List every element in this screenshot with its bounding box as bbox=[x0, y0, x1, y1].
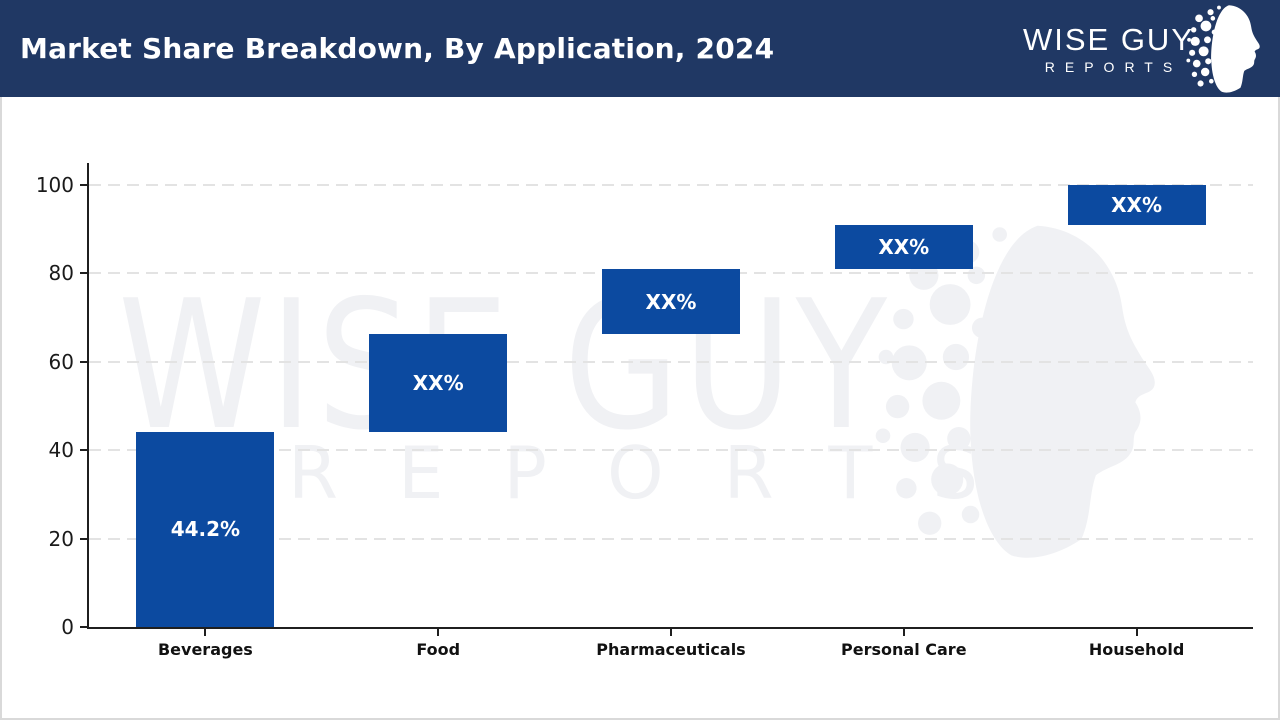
x-tick-mark-household bbox=[1135, 627, 1138, 636]
bar-household: XX% bbox=[1067, 185, 1206, 225]
watermark-subtitle-text: REPORTS bbox=[288, 431, 1039, 515]
canvas-border-bottom bbox=[0, 718, 1280, 720]
bar-beverages: 44.2% bbox=[136, 431, 275, 627]
y-tick-mark-20 bbox=[80, 537, 89, 540]
x-tick-label-household: Household bbox=[1088, 640, 1185, 659]
page-title: Market Share Breakdown, By Application, … bbox=[20, 32, 775, 65]
bar-food: XX% bbox=[369, 334, 508, 432]
brand-logo-text: WISE GUY REPORTS bbox=[1023, 22, 1194, 75]
x-tick-label-pharmaceuticals: Pharmaceuticals bbox=[596, 640, 746, 659]
bar-value-label: XX% bbox=[645, 289, 697, 314]
y-tick-label-40: 40 bbox=[48, 438, 74, 463]
y-tick-mark-80 bbox=[80, 272, 89, 275]
watermark-head-icon bbox=[875, 225, 1155, 558]
y-tick-label-0: 0 bbox=[61, 615, 74, 639]
y-tick-mark-60 bbox=[80, 360, 89, 363]
y-tick-mark-40 bbox=[80, 449, 89, 452]
x-tick-mark-personal-care bbox=[902, 627, 905, 636]
x-tick-mark-pharmaceuticals bbox=[670, 627, 672, 636]
y-tick-mark-0 bbox=[80, 626, 89, 628]
canvas-border-left bbox=[0, 97, 2, 720]
y-axis-line bbox=[87, 163, 89, 629]
bar-value-label: XX% bbox=[1111, 192, 1163, 217]
brand-logo: WISE GUY REPORTS bbox=[1023, 3, 1266, 95]
y-tick-label-100: 100 bbox=[35, 173, 74, 198]
bar-value-label: XX% bbox=[878, 234, 930, 259]
x-tick-mark-food bbox=[437, 627, 440, 636]
bar-personal-care: XX% bbox=[834, 224, 973, 270]
gridline-40 bbox=[89, 449, 1253, 452]
gridline-100 bbox=[89, 184, 1253, 187]
brand-subtitle: REPORTS bbox=[1044, 59, 1183, 75]
header-bar: Market Share Breakdown, By Application, … bbox=[0, 0, 1280, 97]
brand-name: WISE GUY bbox=[1022, 22, 1194, 57]
canvas-border-right bbox=[1278, 97, 1280, 720]
x-tick-label-personal-care: Personal Care bbox=[841, 640, 967, 659]
y-tick-label-80: 80 bbox=[48, 261, 74, 286]
x-tick-label-beverages: Beverages bbox=[157, 640, 253, 659]
x-tick-mark-beverages bbox=[204, 627, 207, 636]
bar-pharmaceuticals: XX% bbox=[602, 269, 740, 335]
gridline-60 bbox=[89, 360, 1253, 363]
gridline-20 bbox=[89, 537, 1253, 540]
y-tick-label-60: 60 bbox=[48, 349, 74, 374]
bar-value-label: 44.2% bbox=[170, 517, 241, 542]
y-tick-mark-100 bbox=[80, 184, 89, 187]
x-tick-label-food: Food bbox=[416, 640, 461, 659]
y-tick-label-20: 20 bbox=[48, 526, 74, 551]
bar-value-label: XX% bbox=[412, 371, 464, 396]
waterfall-chart: WISE GUY REPORTS 0 20 40 60 80 100 44.2% Bevera… bbox=[0, 97, 1280, 720]
